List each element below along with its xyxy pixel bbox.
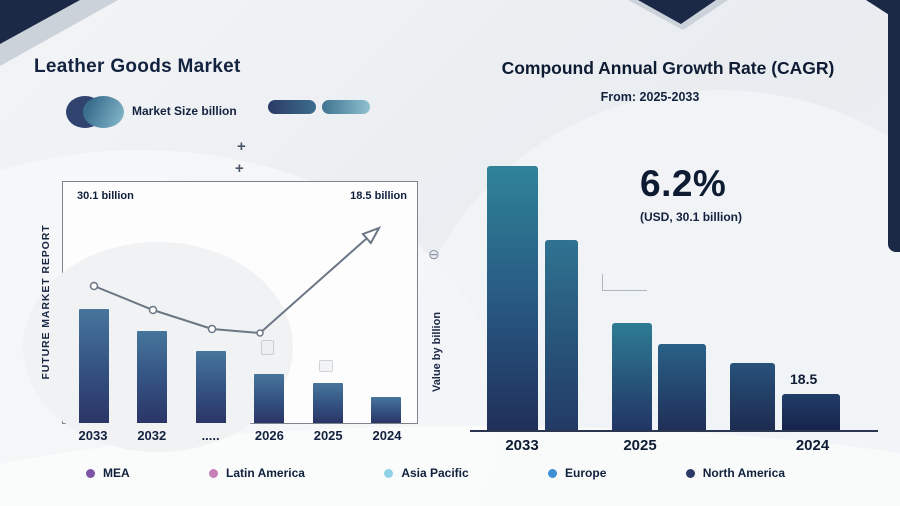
legend-dot-icon — [209, 468, 219, 478]
legend-item-mea: MEA — [86, 466, 130, 480]
market-size-bar-2024 — [370, 397, 401, 423]
legend-dot-icon — [86, 468, 95, 478]
swatch-ellipse-teal — [83, 96, 124, 128]
right-x-label-2033: 2033 — [505, 437, 539, 454]
cagr-bar-2025-secondary — [658, 344, 706, 430]
legend-dot-icon — [685, 468, 695, 478]
legend-item-europe: Europe — [548, 466, 606, 480]
legend-label: Europe — [565, 466, 607, 480]
minus-circle-icon: ⊖ — [428, 246, 440, 262]
left-x-label: 2025 — [313, 428, 343, 443]
right-axis-label: Value by billion — [431, 311, 443, 393]
left-x-labels: 2033 2032..... 2026 2025 2024 — [62, 428, 418, 443]
right-x-label-2024: 2024 — [795, 437, 830, 454]
cagr-bar-2024-secondary — [782, 394, 840, 430]
left-bars — [63, 309, 417, 423]
cagr-title: Compound Annual Growth Rate (CAGR) — [501, 58, 835, 78]
region-legend: MEA Latin America Asia Pacific Europe North … — [86, 466, 785, 480]
left-x-label: ..... — [201, 428, 220, 443]
cagr-bar-2033-secondary — [545, 240, 578, 430]
left-x-label: 2032 — [137, 428, 167, 443]
market-size-bar-2025 — [312, 383, 343, 423]
left-x-label: 2024 — [372, 428, 402, 443]
legend-label: MEA — [103, 466, 130, 480]
market-size-bar-2032 — [137, 331, 168, 423]
cagr-bar-2033-primary — [487, 166, 538, 430]
trend-arrow — [89, 226, 382, 337]
bar-value-label: 18.5 — [790, 371, 818, 387]
cagr-bar-2024-primary — [730, 363, 775, 430]
edge-decoration — [888, 0, 900, 252]
legend-label: Asia Pacific — [401, 466, 469, 480]
left-x-label: 2026 — [254, 428, 284, 443]
left-axis-label: FUTURE MARKET REPORT — [40, 224, 52, 380]
pill-decoration — [322, 100, 370, 114]
legend-label: North America — [702, 466, 785, 480]
step-line-decoration — [602, 274, 647, 291]
plus-icon: + — [237, 138, 246, 155]
legend-item-latin-america: Latin America — [209, 466, 305, 480]
watermark-icon — [261, 340, 274, 355]
legend-dot-icon — [384, 468, 394, 478]
cagr-value: 6.2% — [640, 163, 727, 204]
plus-icon: + — [235, 160, 244, 177]
market-size-legend-label: Market Size billion — [132, 104, 237, 118]
cagr-caption: (USD, 30.1 billion) — [640, 210, 743, 224]
market-size-bar-2033 — [79, 309, 109, 423]
legend-item-north-america: North America — [685, 466, 785, 480]
end-value-label: 18.5 billion — [350, 190, 407, 202]
market-size-bar-2026 — [254, 374, 285, 423]
right-x-axis — [470, 430, 878, 432]
pill-decoration — [268, 100, 316, 114]
market-size-swatch-icon — [66, 96, 124, 128]
right-x-label-2025: 2025 — [623, 437, 657, 454]
legend-item-asia-pacific: Asia Pacific — [384, 466, 469, 480]
page-title: Leather Goods Market — [34, 56, 241, 77]
start-value-label: 30.1 billion — [77, 190, 134, 202]
cagr-bar-2025-primary — [612, 323, 652, 430]
left-x-label: 2033 — [78, 428, 108, 443]
market-size-chart: 30.1 billion 18.5 billion — [23, 181, 418, 452]
market-size-bar-..... — [195, 351, 226, 423]
legend-dot-icon — [548, 468, 558, 478]
cagr-subtitle: From: 2025-2033 — [600, 90, 700, 104]
legend-label: Latin America — [226, 466, 305, 480]
watermark-icon — [319, 360, 333, 372]
